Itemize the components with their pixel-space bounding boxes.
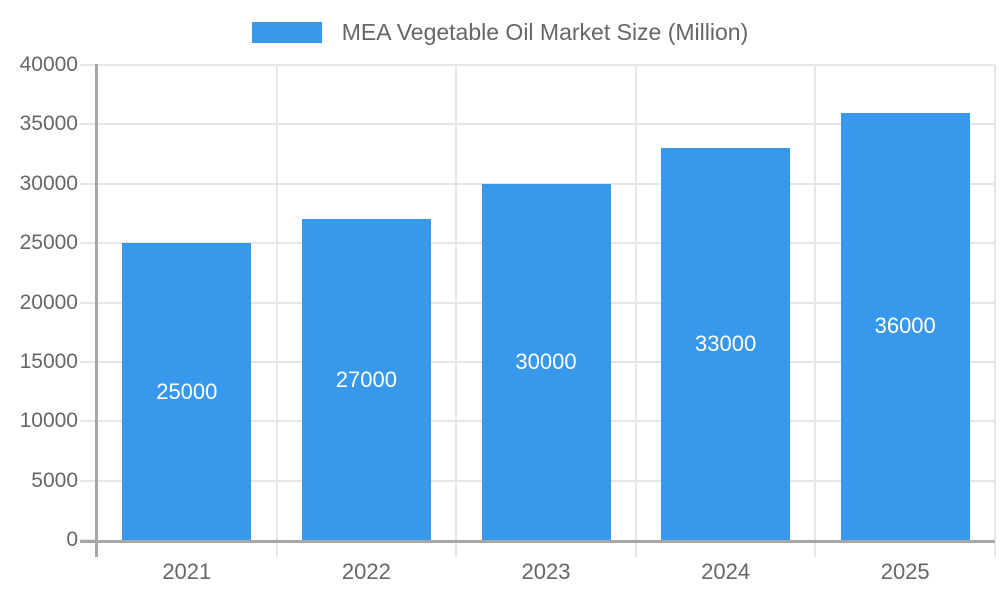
x-axis-tick-label: 2024 [701,559,751,584]
gridline-vertical [814,65,817,540]
gridline-horizontal [97,64,995,66]
legend-label: MEA Vegetable Oil Market Size (Million) [341,19,749,45]
bar-value-label: 30000 [515,348,577,374]
bar-value-label: 33000 [695,331,757,357]
y-axis-tick-label: 5000 [31,468,78,492]
y-axis-tick [80,301,97,304]
y-axis-tick [80,182,97,185]
gridline-vertical [275,65,278,540]
x-axis-tick [455,542,458,557]
bar [122,243,252,540]
y-axis-tick [80,360,97,363]
gridline-vertical [455,65,458,540]
y-axis-line [95,64,98,557]
x-axis-tick [814,542,817,557]
y-axis-tick-label: 25000 [19,231,78,255]
y-axis-tick [80,123,97,126]
y-axis-tick-label: 40000 [19,53,78,76]
x-axis-line [80,540,995,543]
x-axis-tick [994,542,996,557]
x-axis-tick-label: 2025 [880,559,930,584]
bar-value-label: 27000 [335,366,397,392]
y-axis-tick-label: 30000 [19,171,78,195]
x-axis-tick [634,542,637,557]
y-axis-tick [80,479,97,482]
y-axis-tick-label: 0 [66,528,78,551]
y-axis-tick-label: 20000 [19,290,78,314]
x-axis-tick-label: 2021 [162,559,212,584]
y-axis-tick-label: 10000 [19,409,78,433]
bar [661,148,791,540]
gridline-vertical [634,65,637,540]
bar-value-label: 36000 [874,313,936,339]
chart-legend: MEA Vegetable Oil Market Size (Million) [0,19,1000,46]
legend-swatch-icon [251,22,322,43]
x-axis-tick [275,542,278,557]
bar [301,219,431,540]
y-axis-tick [80,420,97,423]
gridline-horizontal [97,123,995,126]
gridline-vertical [994,65,996,540]
bar [481,183,611,540]
y-axis-tick-label: 15000 [19,349,78,373]
y-axis-tick [80,242,97,245]
y-axis-tick [80,64,97,66]
x-axis-tick-label: 2023 [521,559,571,584]
y-axis-tick-label: 35000 [19,112,78,136]
bar-value-label: 25000 [156,378,218,404]
x-axis-tick-label: 2022 [341,559,391,584]
bar [840,112,970,540]
